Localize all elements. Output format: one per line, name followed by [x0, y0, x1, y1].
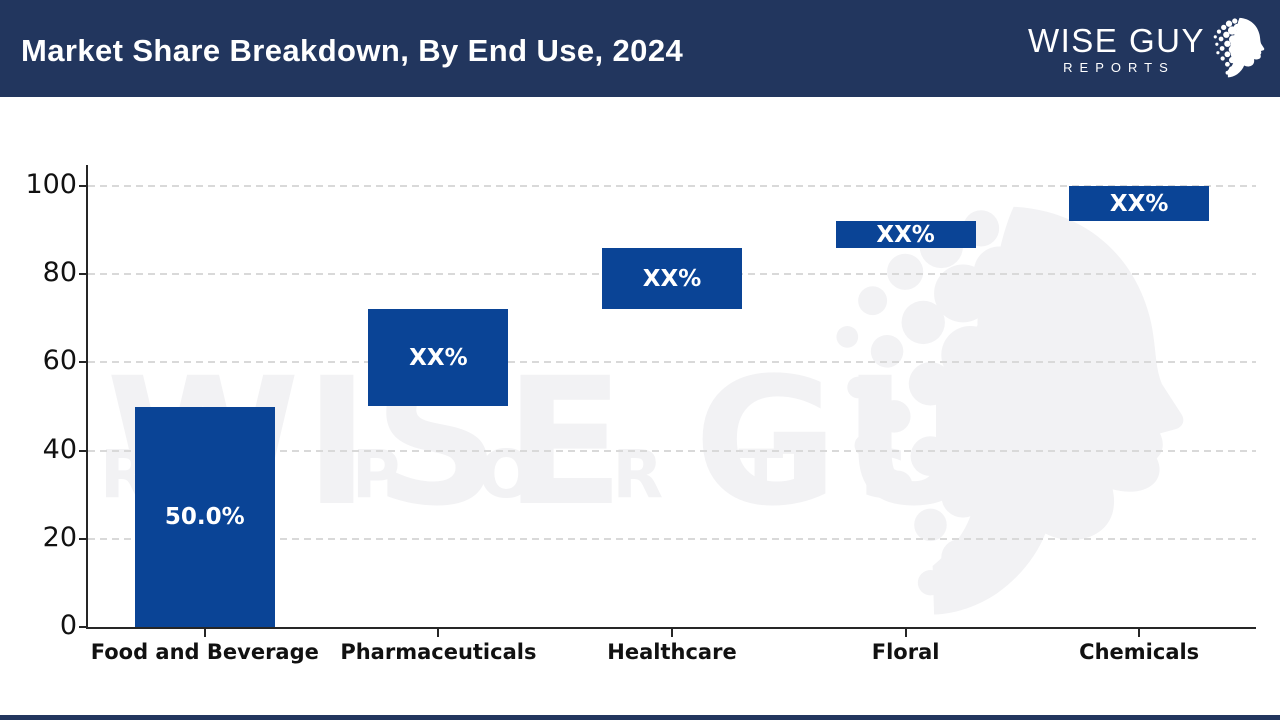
bar-value-label: XX%: [642, 265, 702, 292]
x-axis-tick: [203, 629, 206, 637]
x-axis-tick: [1138, 629, 1141, 637]
bar-segment: [368, 309, 509, 407]
x-axis-category-label: Pharmaceuticals: [340, 640, 537, 664]
page-title: Market Share Breakdown, By End Use, 2024: [21, 33, 684, 68]
gridline-60: [88, 361, 1256, 364]
x-axis-line: [86, 627, 1256, 629]
wise-guy-logo: WISE GUY REPORTS: [1028, 8, 1268, 90]
gridline-100: [88, 185, 1256, 187]
y-axis-tick: [79, 361, 88, 364]
bar-value-label: XX%: [409, 344, 468, 371]
header: Market Share Breakdown, By End Use, 2024…: [0, 0, 1280, 97]
footer-strip: [0, 715, 1280, 720]
y-axis-tick: [79, 626, 88, 628]
y-axis-tick: [79, 449, 88, 452]
x-axis-tick: [437, 629, 440, 637]
y-axis-tick: [79, 537, 88, 540]
y-axis-tick-label: 40: [42, 433, 77, 465]
y-axis-tick: [79, 185, 88, 187]
x-axis-category-label: Food and Beverage: [90, 640, 319, 664]
bar-segment: [602, 247, 742, 310]
x-axis-category-label: Floral: [871, 640, 940, 664]
logo-wordmark: WISE GUY: [1027, 21, 1205, 59]
x-axis-tick: [904, 629, 907, 637]
y-axis-tick: [79, 273, 88, 276]
y-axis-tick-label: 20: [42, 521, 77, 553]
bar-value-label: XX%: [876, 221, 935, 248]
x-axis-category-label: Chemicals: [1079, 640, 1200, 664]
logo-text: WISE GUY REPORTS: [1028, 24, 1205, 75]
gridline-40: [88, 449, 1256, 452]
y-axis-tick-label: 60: [42, 345, 77, 377]
y-axis-tick-label: 80: [42, 257, 77, 289]
bar-segment: [835, 221, 976, 248]
bar-segment: [134, 406, 275, 627]
x-axis-tick: [671, 629, 673, 637]
bar-segment: [1069, 186, 1210, 222]
logo-subtitle: REPORTS: [1063, 59, 1175, 75]
y-axis-tick-label: 0: [59, 610, 77, 641]
gridline-20: [88, 537, 1256, 540]
x-axis-category-label: Healthcare: [607, 640, 737, 664]
y-axis-line: [86, 165, 88, 629]
y-axis-tick-label: 100: [25, 169, 77, 200]
bar-value-label: XX%: [1109, 190, 1169, 217]
bar-value-label: 50.0%: [164, 503, 245, 530]
